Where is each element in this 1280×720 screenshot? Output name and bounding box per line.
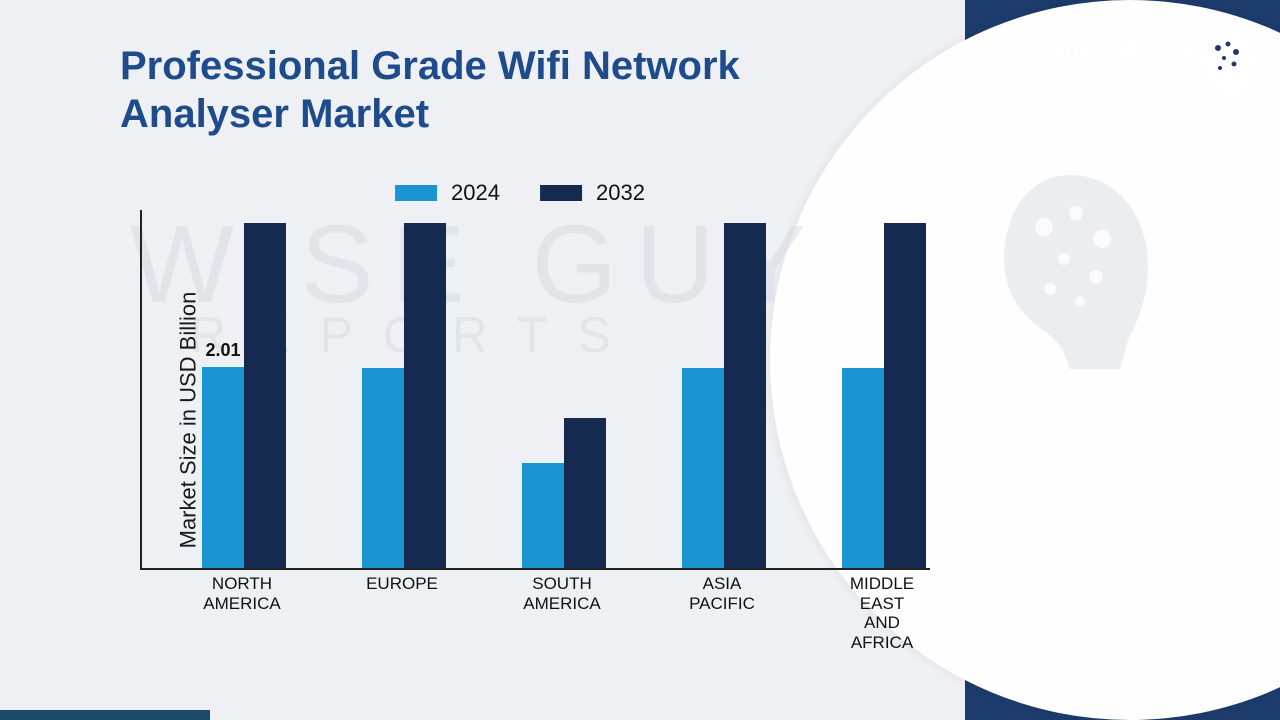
bar-2024	[842, 368, 884, 568]
bar-2032	[724, 223, 766, 568]
bar-2024	[682, 368, 724, 568]
legend-item-2024: 2024	[395, 180, 500, 206]
head-icon	[1196, 26, 1256, 96]
legend-item-2032: 2032	[540, 180, 645, 206]
bottom-accent-bar	[0, 710, 210, 720]
x-tick-label: EUROPE	[342, 574, 462, 594]
x-tick-label: ASIAPACIFIC	[662, 574, 782, 613]
legend-label-2024: 2024	[451, 180, 500, 206]
bar-2024	[202, 367, 244, 568]
brand-logo: WISE GUY REPORTS	[1056, 30, 1250, 82]
bar-2032	[244, 223, 286, 568]
chart-title: Professional Grade Wifi Network Analyser…	[120, 42, 820, 138]
bar-2032	[564, 418, 606, 568]
bar-2032	[404, 223, 446, 568]
watermark-head-icon	[980, 165, 1160, 375]
x-tick-label: SOUTHAMERICA	[502, 574, 622, 613]
bar-data-label: 2.01	[205, 340, 240, 361]
legend-label-2032: 2032	[596, 180, 645, 206]
x-tick-label: NORTHAMERICA	[182, 574, 302, 613]
chart-area: Market Size in USD Billion 2024 2032 2.0…	[110, 180, 930, 660]
x-tick-label: MIDDLEEASTANDAFRICA	[822, 574, 942, 652]
bar-2024	[362, 368, 404, 568]
plot-region: 2.01	[140, 210, 930, 570]
bar-2032	[884, 223, 926, 568]
bar-2024	[522, 463, 564, 568]
x-axis-labels: NORTHAMERICA EUROPE SOUTHAMERICA ASIAPACIFI…	[140, 574, 930, 664]
legend-swatch-2024	[395, 185, 437, 201]
legend: 2024 2032	[395, 180, 645, 206]
legend-swatch-2032	[540, 185, 582, 201]
